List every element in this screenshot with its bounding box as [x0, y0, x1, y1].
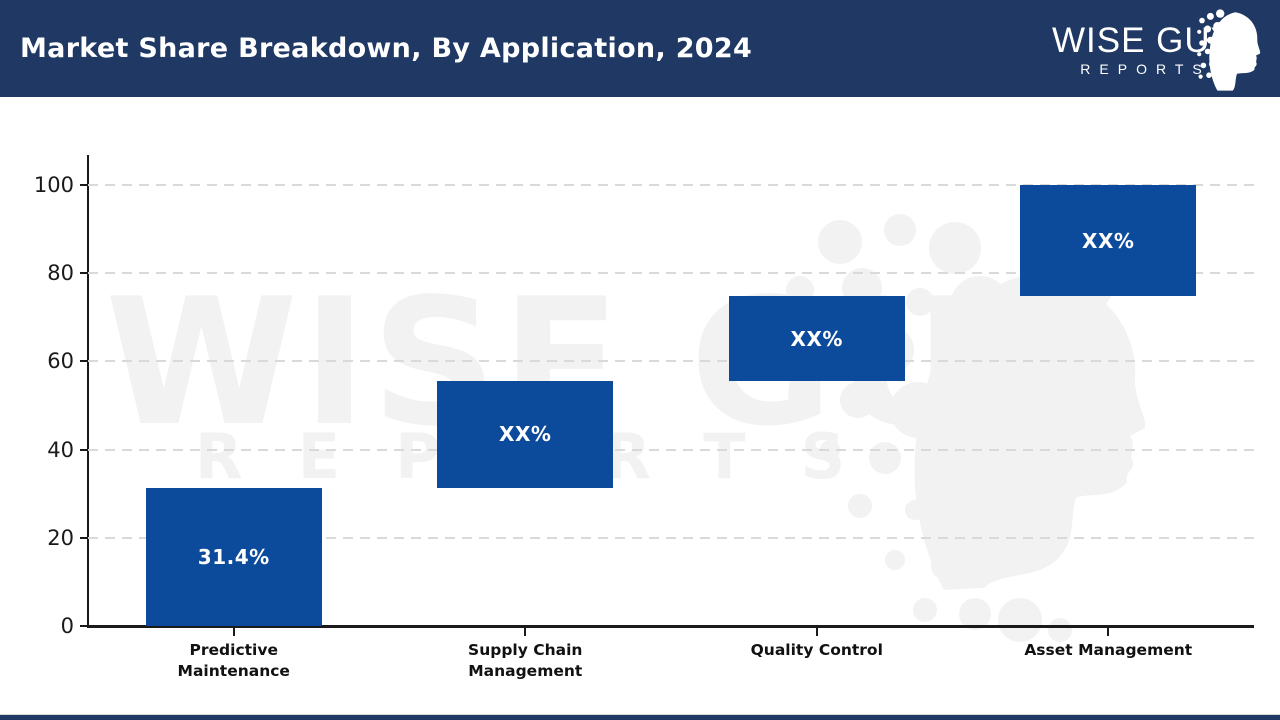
- x-category-label-line: Management: [468, 662, 583, 680]
- y-tick-label-100: 100: [33, 173, 74, 197]
- y-tick-mark-100: [80, 184, 88, 186]
- footer-bar: [0, 715, 1280, 720]
- y-tick-label-40: 40: [47, 437, 74, 462]
- y-tick-mark-40: [80, 448, 88, 451]
- y-tick-label-60: 60: [47, 349, 74, 374]
- brand-logo-line1: WISE GUY: [1052, 21, 1236, 60]
- y-axis-line: [87, 155, 89, 626]
- x-category-label-asset-management: Asset Management: [968, 640, 1248, 661]
- x-axis-line: [87, 625, 1254, 628]
- gridline-y20: [88, 536, 1254, 539]
- x-category-label-line: Quality Control: [750, 641, 883, 659]
- dotted-face-profile-icon: [1197, 9, 1261, 91]
- x-category-label-predictive-maintenance: Predictive Maintenance: [94, 640, 374, 682]
- gridline-y100: [88, 184, 1254, 186]
- bar-asset-management: XX%: [1020, 185, 1197, 297]
- gridline-y80: [88, 272, 1254, 275]
- y-tick-label-20: 20: [47, 525, 74, 550]
- y-tick-mark-80: [80, 272, 88, 275]
- gridline-y60: [88, 360, 1254, 363]
- header: Market Share Breakdown, By Application, …: [0, 0, 1280, 97]
- bar-predictive-maintenance: 31.4%: [145, 487, 322, 626]
- bar-value-label: XX%: [790, 326, 843, 351]
- brand-logo: WISE GUY REPORTS: [1026, 6, 1266, 92]
- x-category-label-quality-control: Quality Control: [677, 640, 957, 661]
- x-category-label-line: Asset Management: [1024, 641, 1193, 659]
- bar-quality-control: XX%: [728, 296, 905, 382]
- x-category-label-line: Maintenance: [177, 662, 290, 680]
- bar-value-label: XX%: [1082, 228, 1135, 253]
- gridline-y40: [88, 448, 1254, 451]
- page-title: Market Share Breakdown, By Application, …: [20, 33, 753, 64]
- bar-supply-chain-management: XX%: [437, 381, 614, 488]
- bar-value-label: 31.4%: [197, 544, 270, 569]
- y-tick-mark-60: [80, 360, 88, 363]
- y-tick-mark-20: [80, 536, 88, 539]
- x-tick-mark-1: [524, 628, 527, 636]
- chart-plot-area: 31.4% XX% XX% XX% 0 20 40 60 80 100 Predictive Ma…: [0, 97, 1280, 714]
- y-tick-label-80: 80: [47, 261, 74, 286]
- footer-divider: [0, 714, 1280, 715]
- x-tick-mark-3: [1107, 628, 1110, 636]
- y-tick-label-0: 0: [60, 614, 74, 638]
- x-category-label-supply-chain-management: Supply Chain Management: [385, 640, 665, 682]
- x-category-label-line: Predictive: [189, 641, 278, 659]
- x-tick-mark-0: [232, 628, 235, 636]
- y-tick-mark-0: [80, 625, 88, 627]
- x-tick-mark-2: [815, 628, 818, 636]
- bar-value-label: XX%: [499, 422, 552, 447]
- brand-logo-text: WISE GUY REPORTS: [1052, 21, 1236, 77]
- brand-logo-line2: REPORTS: [1080, 61, 1211, 77]
- x-category-label-line: Supply Chain: [468, 641, 583, 659]
